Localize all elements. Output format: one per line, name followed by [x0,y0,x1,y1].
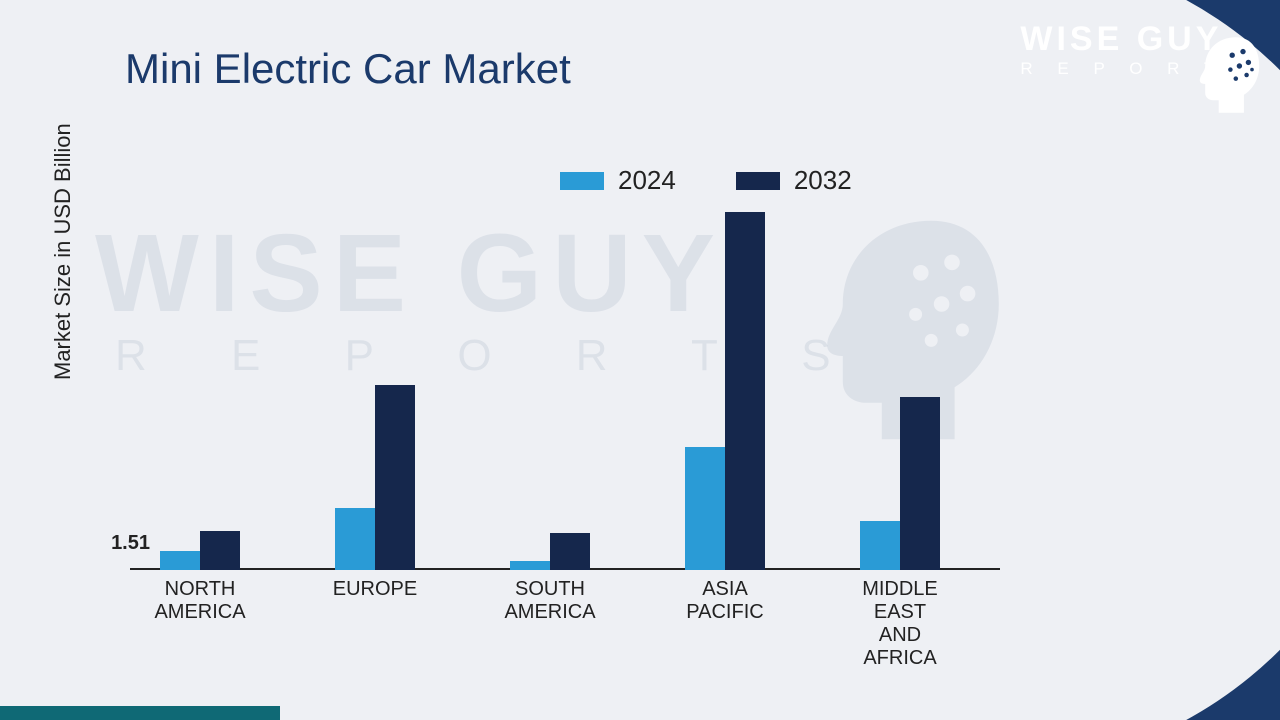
bar-2032 [375,385,415,570]
brain-head-icon [1180,30,1270,120]
plot-area: 1.51 [130,200,1000,570]
legend-item-2024: 2024 [560,165,676,196]
legend-swatch-2024 [560,172,604,190]
legend-swatch-2032 [736,172,780,190]
bar-value-label: 1.51 [100,532,150,555]
chart-stage: WISE GUY R E P O R T S Mini Electric Car… [0,0,1280,720]
brand-logo: WISE GUY R E P O R T S [1020,22,1260,77]
bar-2024 [860,521,900,570]
legend-label-2024: 2024 [618,165,676,196]
bar-2032 [550,533,590,570]
x-tick-label: ASIAPACIFIC [665,578,785,624]
bar-2024 [510,561,550,570]
chart-title: Mini Electric Car Market [125,45,571,93]
bar-2032 [725,212,765,570]
legend-item-2032: 2032 [736,165,852,196]
bar-2032 [900,397,940,570]
x-tick-label: NORTHAMERICA [140,578,260,624]
bar-2024 [335,508,375,570]
x-tick-label: EUROPE [315,578,435,601]
bar-2024 [160,551,200,570]
legend: 2024 2032 [560,165,852,196]
bottom-accent-bar [0,706,280,720]
x-tick-label: SOUTHAMERICA [490,578,610,624]
bar-2024 [685,447,725,570]
legend-label-2032: 2032 [794,165,852,196]
bar-2032 [200,531,240,570]
x-tick-label: MIDDLEEASTANDAFRICA [840,578,960,670]
y-axis-label: Market Size in USD Billion [50,123,76,380]
